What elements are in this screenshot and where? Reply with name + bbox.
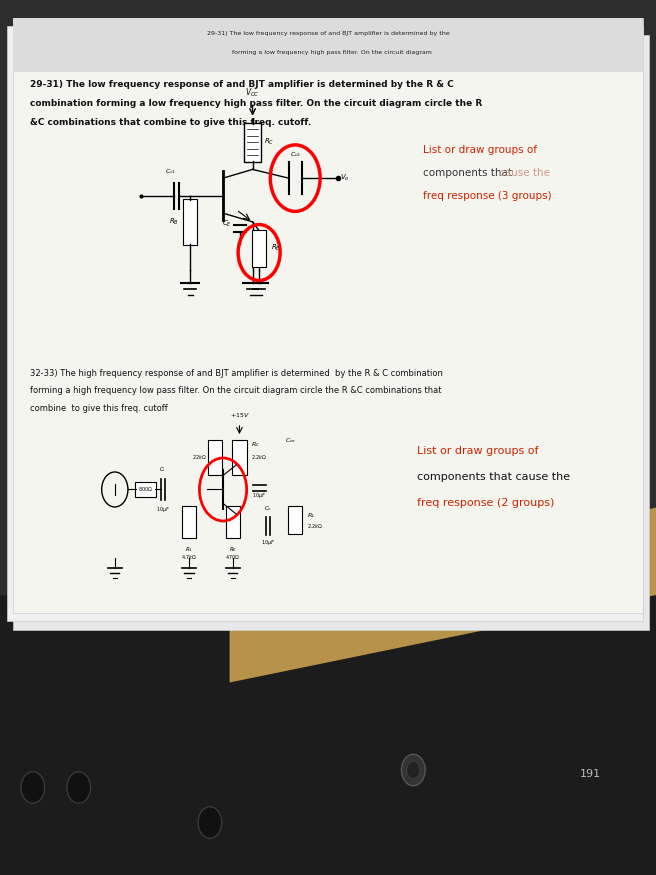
Text: List or draw groups of: List or draw groups of: [417, 446, 538, 456]
FancyBboxPatch shape: [288, 506, 302, 534]
Text: $4.7k\Omega$: $4.7k\Omega$: [181, 553, 197, 562]
Text: $R_L$: $R_L$: [307, 511, 316, 520]
Text: combine  to give this freq. cutoff: combine to give this freq. cutoff: [30, 403, 167, 412]
Text: 29-31) The low frequency response of and BJT amplifier is determined by the R & : 29-31) The low frequency response of and…: [30, 80, 453, 89]
Text: $C_{ce}$: $C_{ce}$: [285, 436, 297, 444]
Text: freq response (3 groups): freq response (3 groups): [423, 191, 552, 201]
Text: $22k\Omega$: $22k\Omega$: [192, 453, 207, 461]
Text: $10\mu F$: $10\mu F$: [155, 505, 170, 514]
Text: $C_{c2}$: $C_{c2}$: [290, 150, 300, 159]
Text: freq response (2 groups): freq response (2 groups): [417, 499, 554, 508]
Text: components that: components that: [423, 168, 516, 178]
Text: forming a low frequency high pass filter. On the circuit diagram: forming a low frequency high pass filter…: [224, 50, 432, 55]
Text: cause the: cause the: [499, 168, 550, 178]
Text: $C_{c1}$: $C_{c1}$: [165, 167, 176, 177]
Text: forming a high frequency low pass filter. On the circuit diagram circle the R &C: forming a high frequency low pass filter…: [30, 386, 441, 395]
Text: &C combinations that combine to give this freq. cutoff.: &C combinations that combine to give thi…: [30, 118, 311, 128]
FancyBboxPatch shape: [208, 439, 222, 474]
Text: $C_i$: $C_i$: [159, 465, 166, 473]
Text: $10\mu F$: $10\mu F$: [252, 491, 266, 500]
Text: 191: 191: [580, 769, 601, 780]
FancyBboxPatch shape: [0, 595, 656, 875]
Text: $+15V$: $+15V$: [230, 411, 249, 419]
FancyBboxPatch shape: [182, 506, 196, 538]
FancyBboxPatch shape: [13, 18, 643, 72]
Text: List or draw groups of: List or draw groups of: [423, 145, 537, 156]
Text: components that cause the: components that cause the: [417, 473, 569, 482]
Text: $R_E$: $R_E$: [229, 544, 237, 554]
Text: $C_E$: $C_E$: [222, 219, 232, 228]
Circle shape: [401, 754, 425, 786]
FancyBboxPatch shape: [13, 18, 643, 612]
Text: $10\mu F$: $10\mu F$: [260, 538, 275, 548]
Text: $C_o$: $C_o$: [264, 504, 272, 513]
Polygon shape: [230, 507, 656, 682]
FancyBboxPatch shape: [226, 506, 240, 538]
FancyBboxPatch shape: [183, 200, 197, 245]
Text: 32-33) The high frequency response of and BJT amplifier is determined  by the R : 32-33) The high frequency response of an…: [30, 368, 442, 377]
Text: 29-31) The low frequency response of and BJT amplifier is determined by the: 29-31) The low frequency response of and…: [207, 31, 449, 36]
Text: $R_B$: $R_B$: [169, 217, 178, 227]
Text: $V_{CC}$: $V_{CC}$: [245, 87, 260, 100]
Text: $R_1$: $R_1$: [185, 544, 193, 554]
Text: $2.2k\Omega$: $2.2k\Omega$: [251, 452, 267, 461]
Text: $R_E$: $R_E$: [271, 243, 281, 253]
Text: $R_C$: $R_C$: [251, 440, 260, 450]
FancyBboxPatch shape: [252, 230, 266, 267]
Text: combination forming a low frequency high pass filter. On the circuit diagram cir: combination forming a low frequency high…: [30, 99, 482, 108]
Text: $V_o$: $V_o$: [340, 173, 350, 183]
FancyBboxPatch shape: [135, 481, 156, 497]
Circle shape: [67, 772, 91, 803]
Text: $R_C$: $R_C$: [264, 137, 275, 147]
Text: $2.2k\Omega$: $2.2k\Omega$: [307, 522, 323, 530]
Circle shape: [198, 807, 222, 838]
Text: $470\Omega$: $470\Omega$: [226, 553, 240, 562]
Circle shape: [21, 772, 45, 803]
Text: $800\Omega$: $800\Omega$: [138, 486, 153, 493]
Circle shape: [407, 761, 420, 779]
FancyBboxPatch shape: [13, 35, 649, 630]
FancyBboxPatch shape: [7, 26, 643, 621]
FancyBboxPatch shape: [244, 123, 261, 162]
FancyBboxPatch shape: [232, 439, 247, 474]
